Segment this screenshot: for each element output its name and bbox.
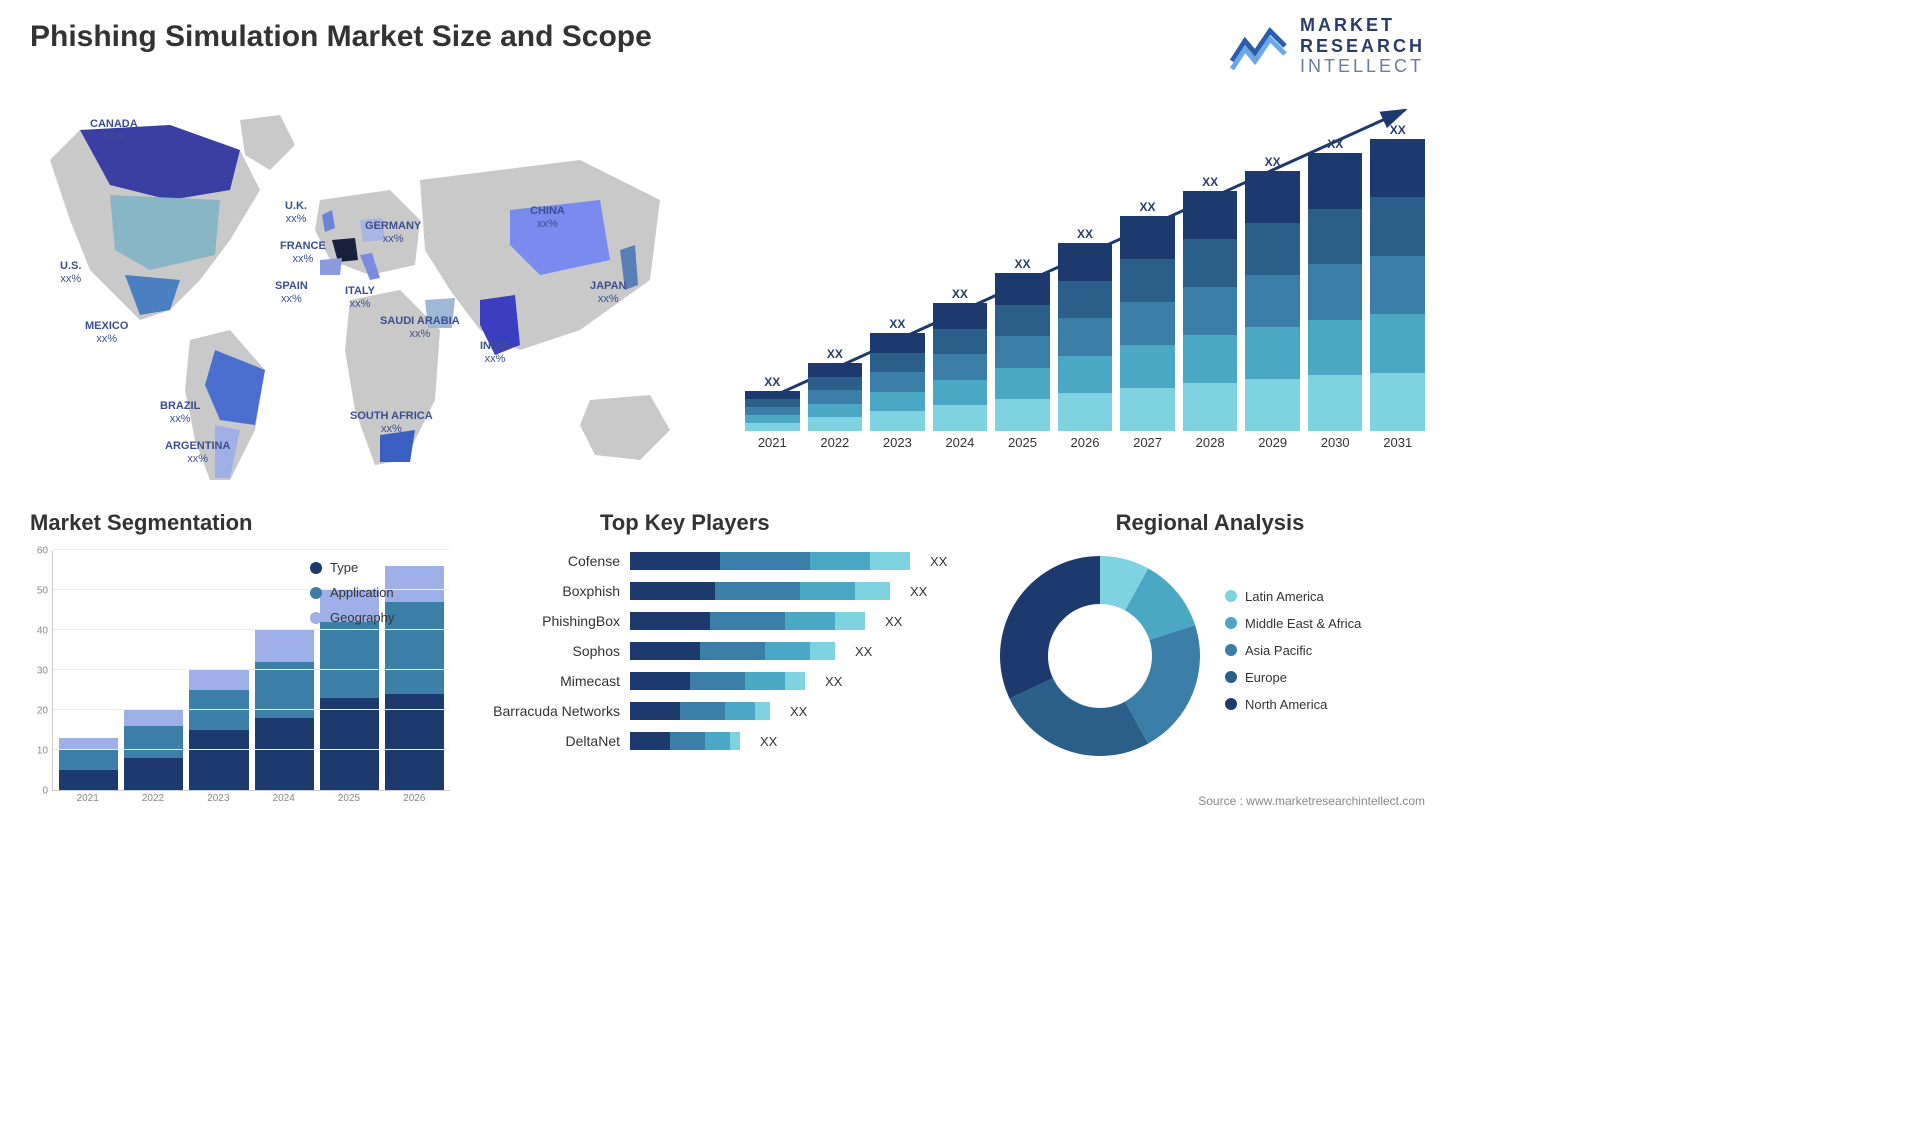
map-label: SAUDI ARABIAxx% xyxy=(380,315,460,341)
donut-segment xyxy=(1000,556,1100,699)
map-label: SOUTH AFRICAxx% xyxy=(350,410,433,436)
legend-item: North America xyxy=(1225,697,1361,712)
segmentation-legend: Type Application Geography xyxy=(310,560,394,635)
player-row: CofenseXX xyxy=(470,546,980,576)
donut-segment xyxy=(1010,678,1149,756)
segmentation-bar xyxy=(189,670,248,790)
map-label: CANADAxx% xyxy=(90,118,138,144)
growth-bar: XX2022 xyxy=(808,347,863,450)
growth-bar: XX2031 xyxy=(1370,123,1425,450)
source-attribution: Source : www.marketresearchintellect.com xyxy=(1198,794,1425,808)
growth-bar: XX2025 xyxy=(995,257,1050,450)
map-label: JAPANxx% xyxy=(590,280,626,306)
growth-bar: XX2024 xyxy=(933,287,988,450)
player-row: MimecastXX xyxy=(470,666,980,696)
map-label: MEXICOxx% xyxy=(85,320,128,346)
segmentation-bar xyxy=(255,630,314,790)
growth-bar: XX2030 xyxy=(1308,137,1363,450)
segmentation-bar xyxy=(124,710,183,790)
map-label: ITALYxx% xyxy=(345,285,375,311)
growth-bar: XX2028 xyxy=(1183,175,1238,450)
legend-item: Latin America xyxy=(1225,589,1361,604)
map-label: U.S.xx% xyxy=(60,260,81,286)
players-title: Top Key Players xyxy=(600,510,980,536)
map-label: INDIAxx% xyxy=(480,340,510,366)
regional-section: Regional Analysis Latin America Middle Ea… xyxy=(995,510,1425,761)
growth-chart: XX2021XX2022XX2023XX2024XX2025XX2026XX20… xyxy=(745,100,1425,470)
growth-bar: XX2021 xyxy=(745,375,800,450)
map-label: BRAZILxx% xyxy=(160,400,200,426)
legend-item: Geography xyxy=(310,610,394,625)
segmentation-section: Market Segmentation 0102030405060 202120… xyxy=(30,510,450,804)
map-label: U.K.xx% xyxy=(285,200,307,226)
legend-item: Type xyxy=(310,560,394,575)
player-row: BoxphishXX xyxy=(470,576,980,606)
map-label: ARGENTINAxx% xyxy=(165,440,230,466)
player-row: SophosXX xyxy=(470,636,980,666)
legend-item: Application xyxy=(310,585,394,600)
players-section: Top Key Players CofenseXXBoxphishXXPhish… xyxy=(470,510,980,756)
map-label: CHINAxx% xyxy=(530,205,565,231)
legend-item: Europe xyxy=(1225,670,1361,685)
map-label: FRANCExx% xyxy=(280,240,326,266)
player-row: Barracuda NetworksXX xyxy=(470,696,980,726)
regional-donut-chart xyxy=(995,551,1205,761)
segmentation-title: Market Segmentation xyxy=(30,510,450,536)
legend-item: Asia Pacific xyxy=(1225,643,1361,658)
regional-title: Regional Analysis xyxy=(995,510,1425,536)
player-row: PhishingBoxXX xyxy=(470,606,980,636)
brand-logo: MARKET RESEARCH INTELLECT xyxy=(1230,15,1425,77)
growth-bar: XX2023 xyxy=(870,317,925,450)
player-row: DeltaNetXX xyxy=(470,726,980,756)
logo-text: MARKET RESEARCH INTELLECT xyxy=(1300,15,1425,77)
legend-item: Middle East & Africa xyxy=(1225,616,1361,631)
world-map: CANADAxx% U.S.xx% MEXICOxx% BRAZILxx% ARGENT… xyxy=(20,100,720,490)
players-chart: CofenseXXBoxphishXXPhishingBoxXXSophosXX… xyxy=(470,546,980,756)
page-title: Phishing Simulation Market Size and Scop… xyxy=(30,20,652,54)
regional-legend: Latin America Middle East & Africa Asia Pa… xyxy=(1225,589,1361,724)
segmentation-bar xyxy=(59,738,118,790)
growth-bar: XX2026 xyxy=(1058,227,1113,450)
growth-bar: XX2027 xyxy=(1120,200,1175,450)
map-label: SPAINxx% xyxy=(275,280,308,306)
growth-bar: XX2029 xyxy=(1245,155,1300,450)
map-label: GERMANYxx% xyxy=(365,220,421,246)
logo-icon xyxy=(1230,21,1290,71)
